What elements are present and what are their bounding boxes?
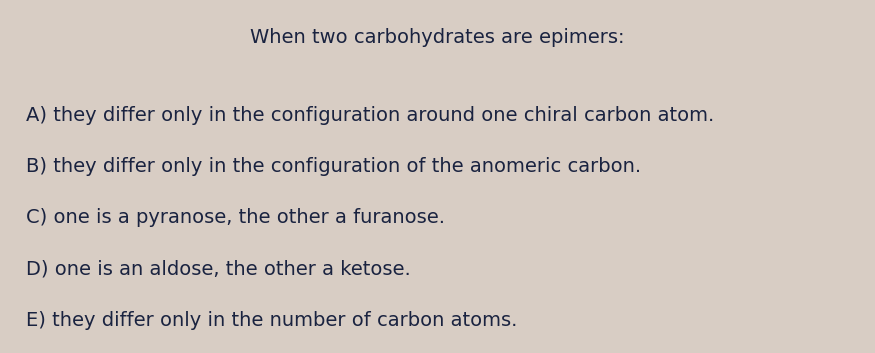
Text: E) they differ only in the number of carbon atoms.: E) they differ only in the number of car… bbox=[26, 311, 518, 330]
Text: A) they differ only in the configuration around one chiral carbon atom.: A) they differ only in the configuration… bbox=[26, 106, 715, 125]
Text: D) one is an aldose, the other a ketose.: D) one is an aldose, the other a ketose. bbox=[26, 259, 411, 279]
Text: B) they differ only in the configuration of the anomeric carbon.: B) they differ only in the configuration… bbox=[26, 157, 641, 176]
Text: C) one is a pyranose, the other a furanose.: C) one is a pyranose, the other a furano… bbox=[26, 208, 445, 227]
Text: When two carbohydrates are epimers:: When two carbohydrates are epimers: bbox=[250, 28, 625, 47]
